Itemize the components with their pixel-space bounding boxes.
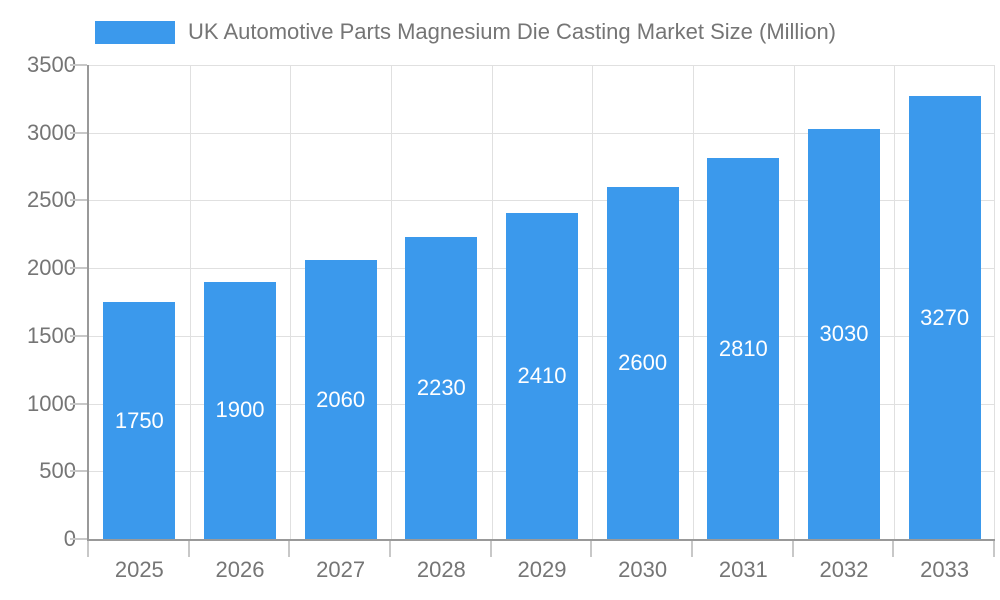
y-axis-tick-mark [70, 334, 87, 337]
gridline-vertical [693, 65, 694, 539]
bar[interactable]: 3270 [908, 96, 981, 539]
x-axis-tick-label: 2025 [114, 557, 164, 582]
legend[interactable]: UK Automotive Parts Magnesium Die Castin… [95, 19, 836, 45]
bar-value-label: 1750 [114, 407, 164, 433]
x-axis-tick-mark [892, 541, 895, 557]
bar-value-label: 3270 [920, 304, 970, 330]
gridline-vertical [994, 65, 995, 539]
x-axis-tick-label: 2030 [618, 557, 668, 582]
bar[interactable]: 1900 [204, 281, 276, 539]
bar-value-label: 2410 [517, 362, 567, 388]
x-axis-tick-mark [87, 541, 89, 557]
y-axis-tick-label: 1500 [27, 322, 76, 348]
bar[interactable]: 1750 [103, 302, 176, 539]
bar-value-label: 2060 [316, 386, 366, 412]
y-axis-tick-label: 2500 [27, 187, 76, 213]
x-axis-tick-label: 2029 [517, 557, 567, 582]
bar-value-label: 2810 [718, 335, 768, 361]
bar[interactable]: 2810 [707, 158, 780, 539]
x-axis-tick-label: 2027 [316, 557, 366, 582]
bar-value-label: 3030 [819, 320, 869, 346]
y-axis-tick-label: 2000 [27, 255, 76, 281]
legend-label: UK Automotive Parts Magnesium Die Castin… [188, 19, 837, 44]
x-axis-tick-label: 2033 [920, 557, 970, 582]
plot-inner: 1750 1900 2060 2230 2410 2600 2810 3030 3270 [89, 65, 995, 539]
gridline-vertical [189, 65, 191, 539]
gridline-horizontal [89, 132, 995, 134]
y-axis-tick-label: 3000 [27, 119, 76, 145]
bar[interactable]: 2410 [506, 212, 578, 539]
x-axis-tick-mark [791, 541, 794, 557]
y-axis-tick-label: 1000 [27, 390, 76, 416]
gridline-vertical [491, 65, 493, 539]
x-axis-tick-mark [389, 541, 391, 557]
gridline-vertical [793, 65, 795, 539]
y-axis-tick-mark [70, 267, 87, 270]
x-axis-tick-label: 2031 [718, 557, 768, 582]
legend-swatch [95, 20, 175, 44]
bar-value-label: 2600 [618, 349, 668, 375]
x-axis-tick-mark [590, 541, 593, 557]
y-axis-tick-mark [70, 470, 87, 473]
plot-area: 1750 1900 2060 2230 2410 2600 2810 3030 3270 [87, 65, 995, 541]
gridline-vertical [391, 65, 392, 539]
bar-value-label: 1900 [215, 397, 265, 423]
x-axis-tick-mark [187, 541, 190, 557]
x-axis-tick-mark [993, 541, 995, 557]
gridline-vertical [290, 65, 292, 539]
x-axis-tick-label: 2026 [215, 557, 265, 582]
y-axis-tick-label: 0 [63, 526, 76, 551]
bar-value-label: 2230 [416, 375, 466, 400]
x-axis-tick-mark [489, 541, 492, 557]
bar[interactable]: 2060 [304, 260, 377, 539]
gridline-horizontal [89, 200, 995, 202]
gridline-vertical [592, 65, 594, 539]
gridline-vertical [894, 65, 896, 539]
y-axis-tick-mark [70, 538, 87, 540]
y-axis-tick-mark [70, 64, 87, 66]
y-axis-tick-mark [70, 131, 87, 134]
y-axis-tick-label: 500 [39, 458, 76, 484]
bar[interactable]: 3030 [808, 128, 880, 539]
x-axis-tick-mark [691, 541, 693, 557]
y-axis-tick-label: 3500 [27, 52, 76, 77]
x-axis-tick-label: 2032 [819, 557, 869, 582]
bar[interactable]: 2600 [606, 186, 679, 539]
bar[interactable]: 2230 [405, 237, 478, 539]
x-axis-tick-mark [288, 541, 291, 557]
x-axis-tick-label: 2028 [416, 557, 466, 582]
y-axis-tick-mark [70, 402, 87, 405]
gridline-horizontal [89, 65, 995, 66]
y-axis-tick-mark [70, 199, 87, 202]
